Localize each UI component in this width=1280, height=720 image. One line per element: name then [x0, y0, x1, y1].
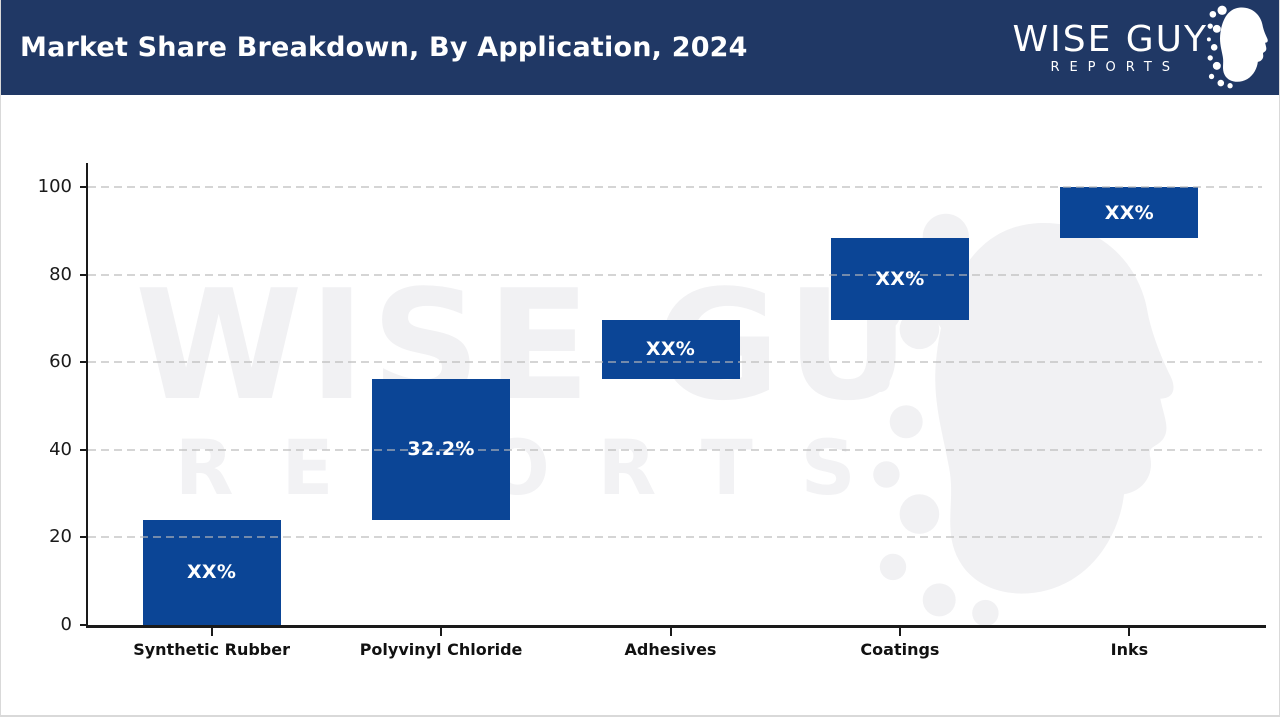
watermark-text-reports: REPORTS: [175, 423, 904, 512]
gridline-100: [88, 185, 1262, 188]
watermark-face-logo: [869, 213, 1174, 627]
x-tick-1: [210, 628, 213, 636]
x-category-label: Inks: [1110, 640, 1149, 659]
bar-value-label: 32.2%: [407, 438, 475, 461]
gridline-60: [88, 361, 1262, 364]
bar-value-label: XX%: [186, 561, 237, 584]
y-tick-label-20: 20: [49, 526, 72, 548]
x-category-label: Synthetic Rubber: [133, 640, 290, 659]
header-bar: Market Share Breakdown, By Application, …: [0, 0, 1280, 95]
y-tick-20: [80, 536, 88, 539]
bar-inks: [1060, 186, 1199, 239]
y-tick-80: [80, 273, 88, 276]
logo-face-icon: [1206, 5, 1268, 88]
x-tick-2: [440, 628, 443, 636]
gridline-20: [88, 536, 1262, 539]
y-tick-label-0: 0: [60, 614, 72, 635]
y-tick-label-100: 100: [37, 175, 72, 197]
y-tick-40: [80, 448, 88, 451]
logo-subtitle: REPORTS: [1050, 59, 1181, 75]
bar-adhesives: [601, 320, 740, 379]
x-tick-4: [898, 628, 901, 636]
y-tick-label-80: 80: [49, 263, 72, 285]
bar-value-label: XX%: [875, 268, 925, 291]
x-tick-3: [669, 628, 672, 636]
bar-value-label: XX%: [645, 338, 696, 361]
bar-coatings: [830, 238, 969, 321]
figure-bottom-border: [0, 715, 1280, 717]
x-tick-5: [1128, 628, 1131, 636]
gridline-40: [88, 448, 1262, 451]
y-tick-100: [80, 185, 88, 188]
gridline-80: [88, 273, 1262, 276]
wise-guy-reports-logo: WISE GUY REPORTS: [1013, 0, 1273, 95]
x-category-label: Polyvinyl Chloride: [359, 640, 523, 659]
logo-wordmark: WISE GUY: [1012, 18, 1208, 60]
x-axis-line: [86, 625, 1266, 628]
page-title: Market Share Breakdown, By Application, …: [20, 32, 748, 63]
y-tick-label-40: 40: [49, 438, 72, 460]
bar-value-label: XX%: [1104, 201, 1155, 224]
y-tick-0: [80, 624, 88, 626]
y-tick-label-60: 60: [49, 351, 72, 373]
y-tick-60: [80, 361, 88, 364]
x-category-label: Coatings: [860, 640, 940, 659]
x-category-label: Adhesives: [624, 640, 717, 659]
y-axis-line: [86, 163, 88, 628]
